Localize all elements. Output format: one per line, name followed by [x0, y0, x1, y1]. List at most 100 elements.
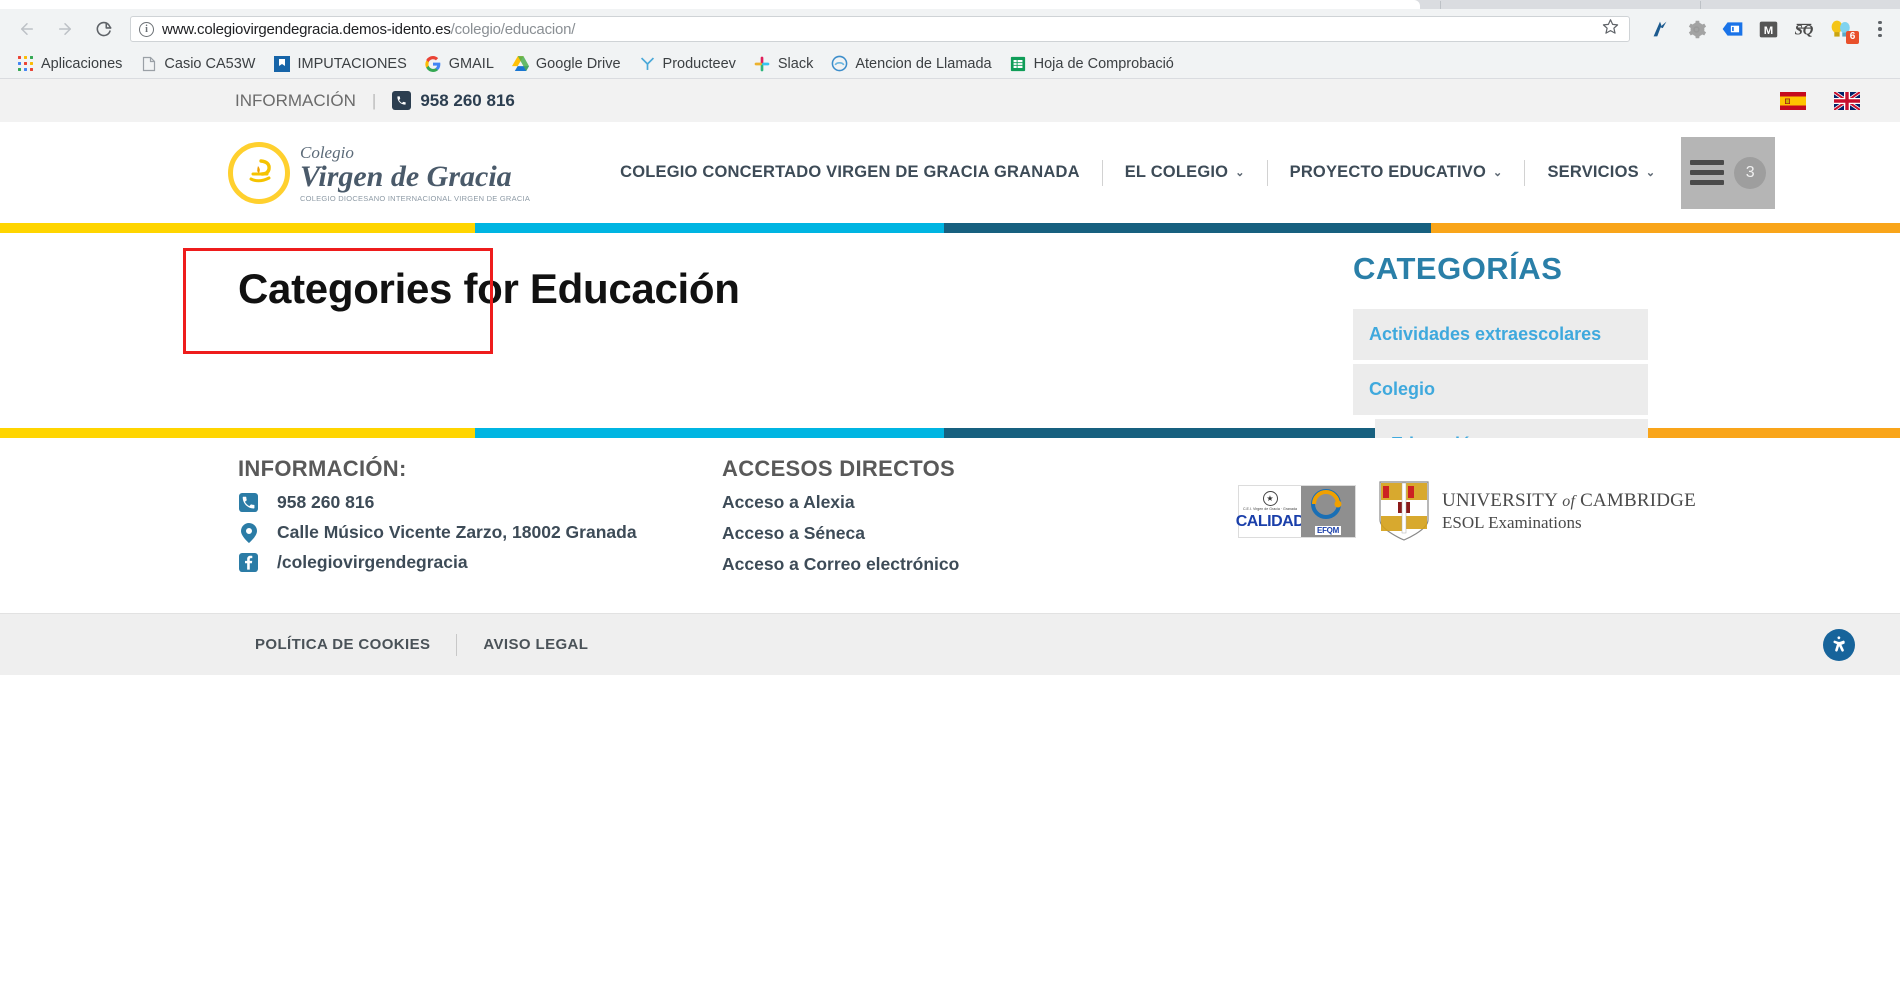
tab-separator	[1700, 1, 1701, 9]
flag-uk-icon[interactable]	[1832, 90, 1862, 111]
nav-label: PROYECTO EDUCATIVO	[1289, 163, 1487, 181]
google-drive-icon	[511, 55, 529, 72]
nav-divider	[1524, 159, 1526, 186]
footer-link-correo[interactable]: Acceso a Correo electrónico	[722, 554, 960, 574]
main-navigation: COLEGIO CONCERTADO VIRGEN DE GRACIA GRAN…	[598, 159, 1677, 186]
accessibility-badge[interactable]	[1823, 628, 1855, 661]
category-label: Actividades extraescolares	[1369, 324, 1602, 344]
calidad-word: CALIDAD	[1235, 513, 1305, 531]
footer-phone-row[interactable]: 958 260 816	[238, 492, 637, 513]
cambridge-word-university: UNIVERSITY	[1442, 489, 1558, 511]
cambridge-text: UNIVERSITY of CAMBRIDGE ESOL Examination…	[1442, 489, 1696, 534]
calidad-efqm-logo: ★ C.E.I. Virgen de Gracia · Granada CALI…	[1235, 484, 1356, 538]
site-top-bar: INFORMACIÓN | 958 260 816	[0, 79, 1900, 122]
top-phone[interactable]: 958 260 816	[392, 91, 515, 111]
color-stripe-top	[0, 223, 1900, 233]
footer-link-seneca[interactable]: Acceso a Séneca	[722, 523, 866, 543]
footer-link-alexia[interactable]: Acceso a Alexia	[722, 492, 855, 512]
logo-line-1: Colegio	[300, 143, 354, 163]
legal-link-cookies[interactable]: POLÍTICA DE COOKIES	[255, 636, 431, 653]
footer-access-heading: ACCESOS DIRECTOS	[722, 456, 955, 481]
nav-item-proyecto-educativo[interactable]: PROYECTO EDUCATIVO ⌄	[1268, 163, 1525, 182]
bookmark-aplicaciones[interactable]: Aplicaciones	[8, 52, 131, 75]
reload-icon[interactable]	[86, 12, 120, 46]
nav-label: EL COLEGIO	[1124, 163, 1229, 181]
bookmark-label: Hoja de Comprobació	[1033, 55, 1174, 72]
top-info-label[interactable]: INFORMACIÓN	[235, 90, 356, 110]
stripe-orange	[1430, 428, 1900, 438]
cambridge-word-cambridge: CAMBRIDGE	[1580, 489, 1696, 511]
site-logo[interactable]: Colegio Virgen de Gracia COLEGIO DIOCESA…	[228, 141, 530, 204]
flag-spain-icon[interactable]	[1780, 91, 1806, 110]
location-pin-icon	[238, 522, 259, 543]
bookmark-slack[interactable]: Slack	[745, 52, 822, 75]
logo-mark-icon	[228, 141, 290, 204]
extension-icons: M SQ 6	[1642, 17, 1890, 44]
cambridge-esol-logo: UNIVERSITY of CAMBRIDGE ESOL Examination…	[1378, 480, 1696, 542]
address-bar[interactable]: i www.colegiovirgendegracia.demos-idento…	[130, 16, 1630, 42]
category-item-colegio[interactable]: Colegio	[1353, 364, 1648, 415]
hamburger-menu-icon	[1690, 160, 1725, 185]
bookmark-google-drive[interactable]: Google Drive	[503, 52, 630, 75]
stripe-cyan	[475, 428, 945, 438]
chevron-down-icon: ⌄	[1235, 167, 1245, 179]
bookmark-label: IMPUTACIONES	[297, 55, 407, 72]
chrome-menu-kebab-icon[interactable]	[1870, 20, 1890, 38]
page-title: Categories for Educación	[238, 265, 740, 312]
stripe-teal	[944, 223, 1431, 233]
stripe-yellow	[0, 223, 475, 233]
bookmark-atencion-de-llamada[interactable]: Atencion de Llamada	[822, 52, 1000, 75]
stripe-orange	[1430, 223, 1900, 233]
lastpass-extension-icon[interactable]	[1648, 17, 1672, 41]
bookmark-casio-ca53w[interactable]: Casio CA53W	[131, 52, 264, 75]
chevron-down-icon: ⌄	[1645, 167, 1656, 179]
lightbulbs-extension-icon[interactable]: 6	[1828, 17, 1859, 44]
google-g-icon	[425, 55, 442, 72]
browser-chrome: i www.colegiovirgendegracia.demos-idento…	[0, 0, 1900, 79]
browser-toolbar: i www.colegiovirgendegracia.demos-idento…	[0, 9, 1900, 49]
bookmark-imputaciones[interactable]: IMPUTACIONES	[264, 52, 415, 75]
cambridge-line-2: ESOL Examinations	[1442, 513, 1582, 533]
top-separator: |	[371, 90, 377, 110]
footer-address-row[interactable]: Calle Músico Vicente Zarzo, 18002 Granad…	[238, 522, 637, 543]
extension-badge-count: 6	[1846, 31, 1859, 44]
sq-extension-icon[interactable]: SQ	[1792, 17, 1816, 41]
site-info-icon[interactable]: i	[139, 21, 154, 37]
back-arrow-icon[interactable]	[10, 12, 44, 46]
active-tab[interactable]	[0, 0, 1420, 9]
bookmark-label: Casio CA53W	[164, 55, 256, 72]
footer-facebook-row[interactable]: /colegiovirgendegracia	[238, 552, 637, 573]
website-content: INFORMACIÓN | 958 260 816	[0, 79, 1900, 925]
footer-info-heading: INFORMACIÓN:	[238, 456, 407, 481]
categories-heading: CATEGORÍAS	[1353, 251, 1563, 286]
logo-text: Colegio Virgen de Gracia COLEGIO DIOCESA…	[300, 142, 530, 203]
nav-item-servicios[interactable]: SERVICIOS ⌄	[1525, 163, 1677, 182]
footer-access-column: ACCESOS DIRECTOS Acceso a Alexia Acceso …	[722, 456, 959, 585]
bookmark-star-icon[interactable]	[1602, 18, 1621, 40]
gear-settings-extension-icon[interactable]	[1684, 17, 1708, 41]
cambridge-word-of: of	[1562, 492, 1576, 510]
nav-label: SERVICIOS	[1547, 163, 1639, 181]
footer-info-column: INFORMACIÓN: 958 260 816 Calle Músico Vi…	[238, 456, 637, 582]
svg-text:SQ: SQ	[1795, 23, 1814, 39]
tab-strip[interactable]	[0, 0, 1900, 9]
bookmark-hoja-de-comprobacion[interactable]: Hoja de Comprobació	[1001, 52, 1183, 75]
bookmark-producteev[interactable]: Producteev	[630, 52, 745, 75]
nav-item-el-colegio[interactable]: EL COLEGIO ⌄	[1103, 163, 1267, 182]
slack-icon	[754, 55, 771, 72]
url-host: www.colegiovirgendegracia.demos-idento.e…	[162, 20, 451, 38]
footer-phone-value: 958 260 816	[277, 492, 375, 512]
tag-extension-icon[interactable]	[1720, 17, 1744, 41]
m-extension-icon[interactable]: M	[1756, 17, 1780, 41]
forward-arrow-icon[interactable]	[48, 12, 82, 46]
site-header: Colegio Virgen de Gracia COLEGIO DIOCESA…	[0, 122, 1900, 223]
phone-icon	[238, 493, 259, 512]
bookmark-gmail[interactable]: GMAIL	[416, 52, 503, 75]
category-item-actividades-extraescolares[interactable]: Actividades extraescolares	[1353, 309, 1648, 360]
bookmarks-bar: Aplicaciones Casio CA53W IMPUTACIONES GM…	[0, 49, 1900, 79]
page-bottom-whitespace	[0, 675, 1900, 925]
nav-divider	[1266, 159, 1268, 186]
nav-item-colegio-concertado[interactable]: COLEGIO CONCERTADO VIRGEN DE GRACIA GRAN…	[598, 163, 1102, 182]
legal-link-aviso[interactable]: AVISO LEGAL	[483, 636, 589, 653]
hamburger-menu-button[interactable]: 3	[1681, 136, 1776, 209]
